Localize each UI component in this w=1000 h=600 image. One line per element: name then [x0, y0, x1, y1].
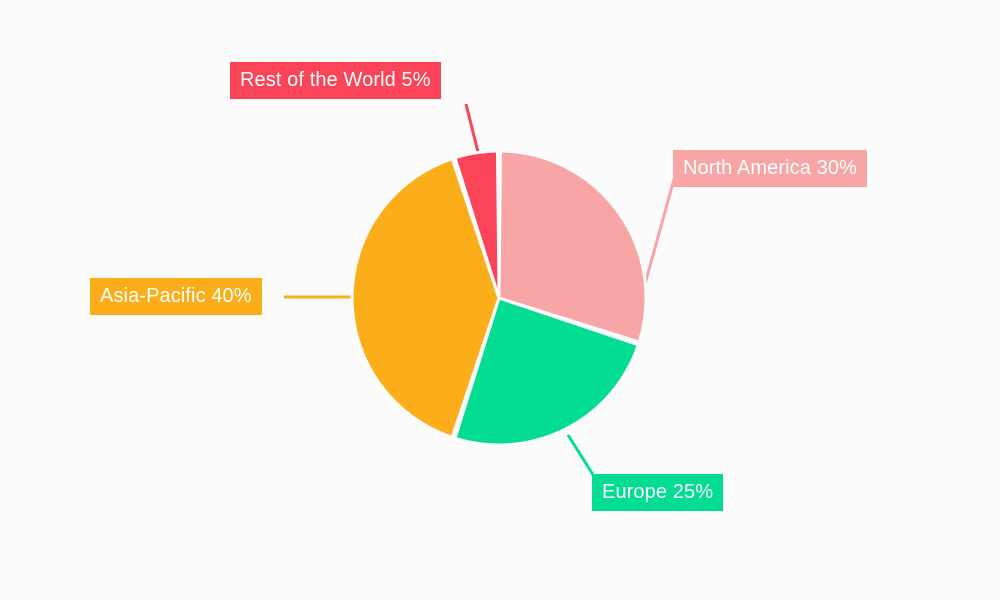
pie-slice-rest-of-the-world[interactable] — [453, 149, 501, 299]
leader-line-europe — [566, 434, 599, 482]
leader-line-rest-of-the-world — [464, 103, 481, 157]
pie-slice-asia-pacific[interactable] — [350, 156, 501, 440]
pie-slice-label-rest-of-the-world: Rest of the World 5% — [230, 62, 441, 99]
pie-slice-label-north-america: North America 30% — [673, 150, 867, 187]
pie-slice-europe[interactable] — [453, 296, 641, 447]
pie-slice-group — [350, 149, 648, 447]
pie-slice-label-asia-pacific: Asia-Pacific 40% — [90, 278, 262, 315]
pie-slice-label-europe: Europe 25% — [592, 474, 724, 511]
pie-slice-north-america[interactable] — [497, 149, 648, 344]
